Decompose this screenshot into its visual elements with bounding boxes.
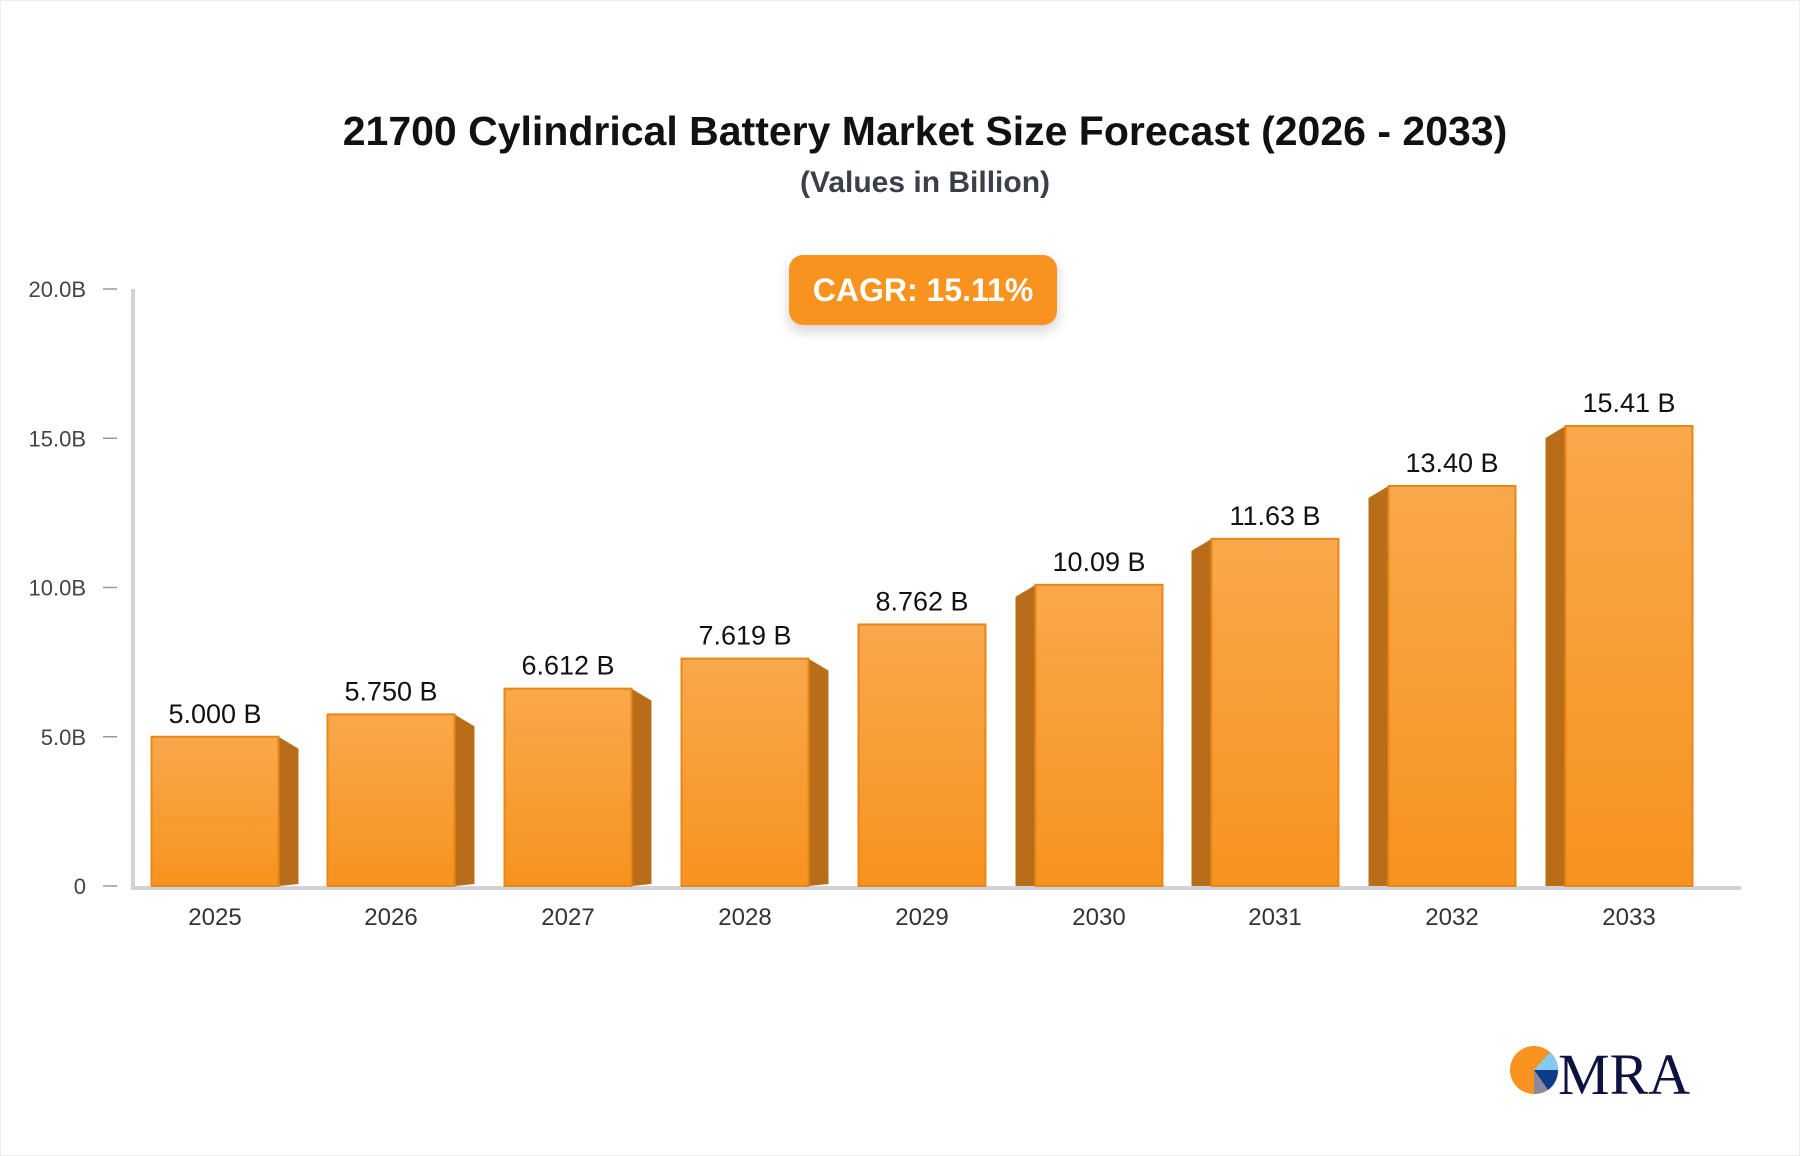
y-tick-label: 0 [74,874,86,899]
bar-side [454,714,475,886]
x-tick-label: 2026 [364,904,417,931]
x-tick-label: 2025 [188,904,241,931]
data-label: 10.09 B [1052,547,1145,577]
bar-side [1191,538,1212,886]
data-label: 5.750 B [344,676,437,706]
x-tick-label: 2033 [1602,904,1655,931]
bar [1387,485,1517,887]
bar [326,713,456,887]
data-label: 11.63 B [1229,501,1320,531]
data-label: 5.000 B [168,699,261,729]
bar-side [1545,426,1566,886]
y-tick-label: 20.0B [29,277,87,302]
x-tick-label: 2030 [1072,904,1125,931]
y-tick-label: 15.0B [29,426,87,451]
bar [680,657,810,888]
data-label: 13.40 B [1405,448,1498,478]
bar [1564,425,1694,887]
bar [1034,583,1164,887]
y-tick-label: 10.0B [29,576,87,601]
bar [503,687,633,887]
chart-title: 21700 Cylindrical Battery Market Size Fo… [342,108,1508,154]
bar [857,623,987,887]
bar [1210,537,1340,887]
bar-side [1368,486,1389,886]
y-tick-label: 5.0B [41,725,86,750]
bar-side [808,658,829,886]
svg-text:MRA: MRA [1558,1042,1690,1100]
bar-side [631,688,652,886]
x-tick-label: 2032 [1425,904,1478,931]
data-label: 6.612 B [521,651,614,681]
bar-side [1015,584,1036,886]
x-tick-label: 2029 [895,904,948,931]
data-label: 8.762 B [875,586,968,616]
chart-subtitle: (Values in Billion) [799,166,1051,199]
mra-logo: MRA [1510,1042,1690,1100]
x-tick-label: 2031 [1248,904,1301,931]
x-tick-label: 2027 [541,904,594,931]
bar [150,735,280,887]
data-label: 15.41 B [1582,388,1675,418]
bar-side [278,736,299,886]
data-label: 7.619 B [698,621,791,651]
x-tick-label: 2028 [718,904,771,931]
cagr-badge: CAGR: 15.11% [789,255,1057,325]
